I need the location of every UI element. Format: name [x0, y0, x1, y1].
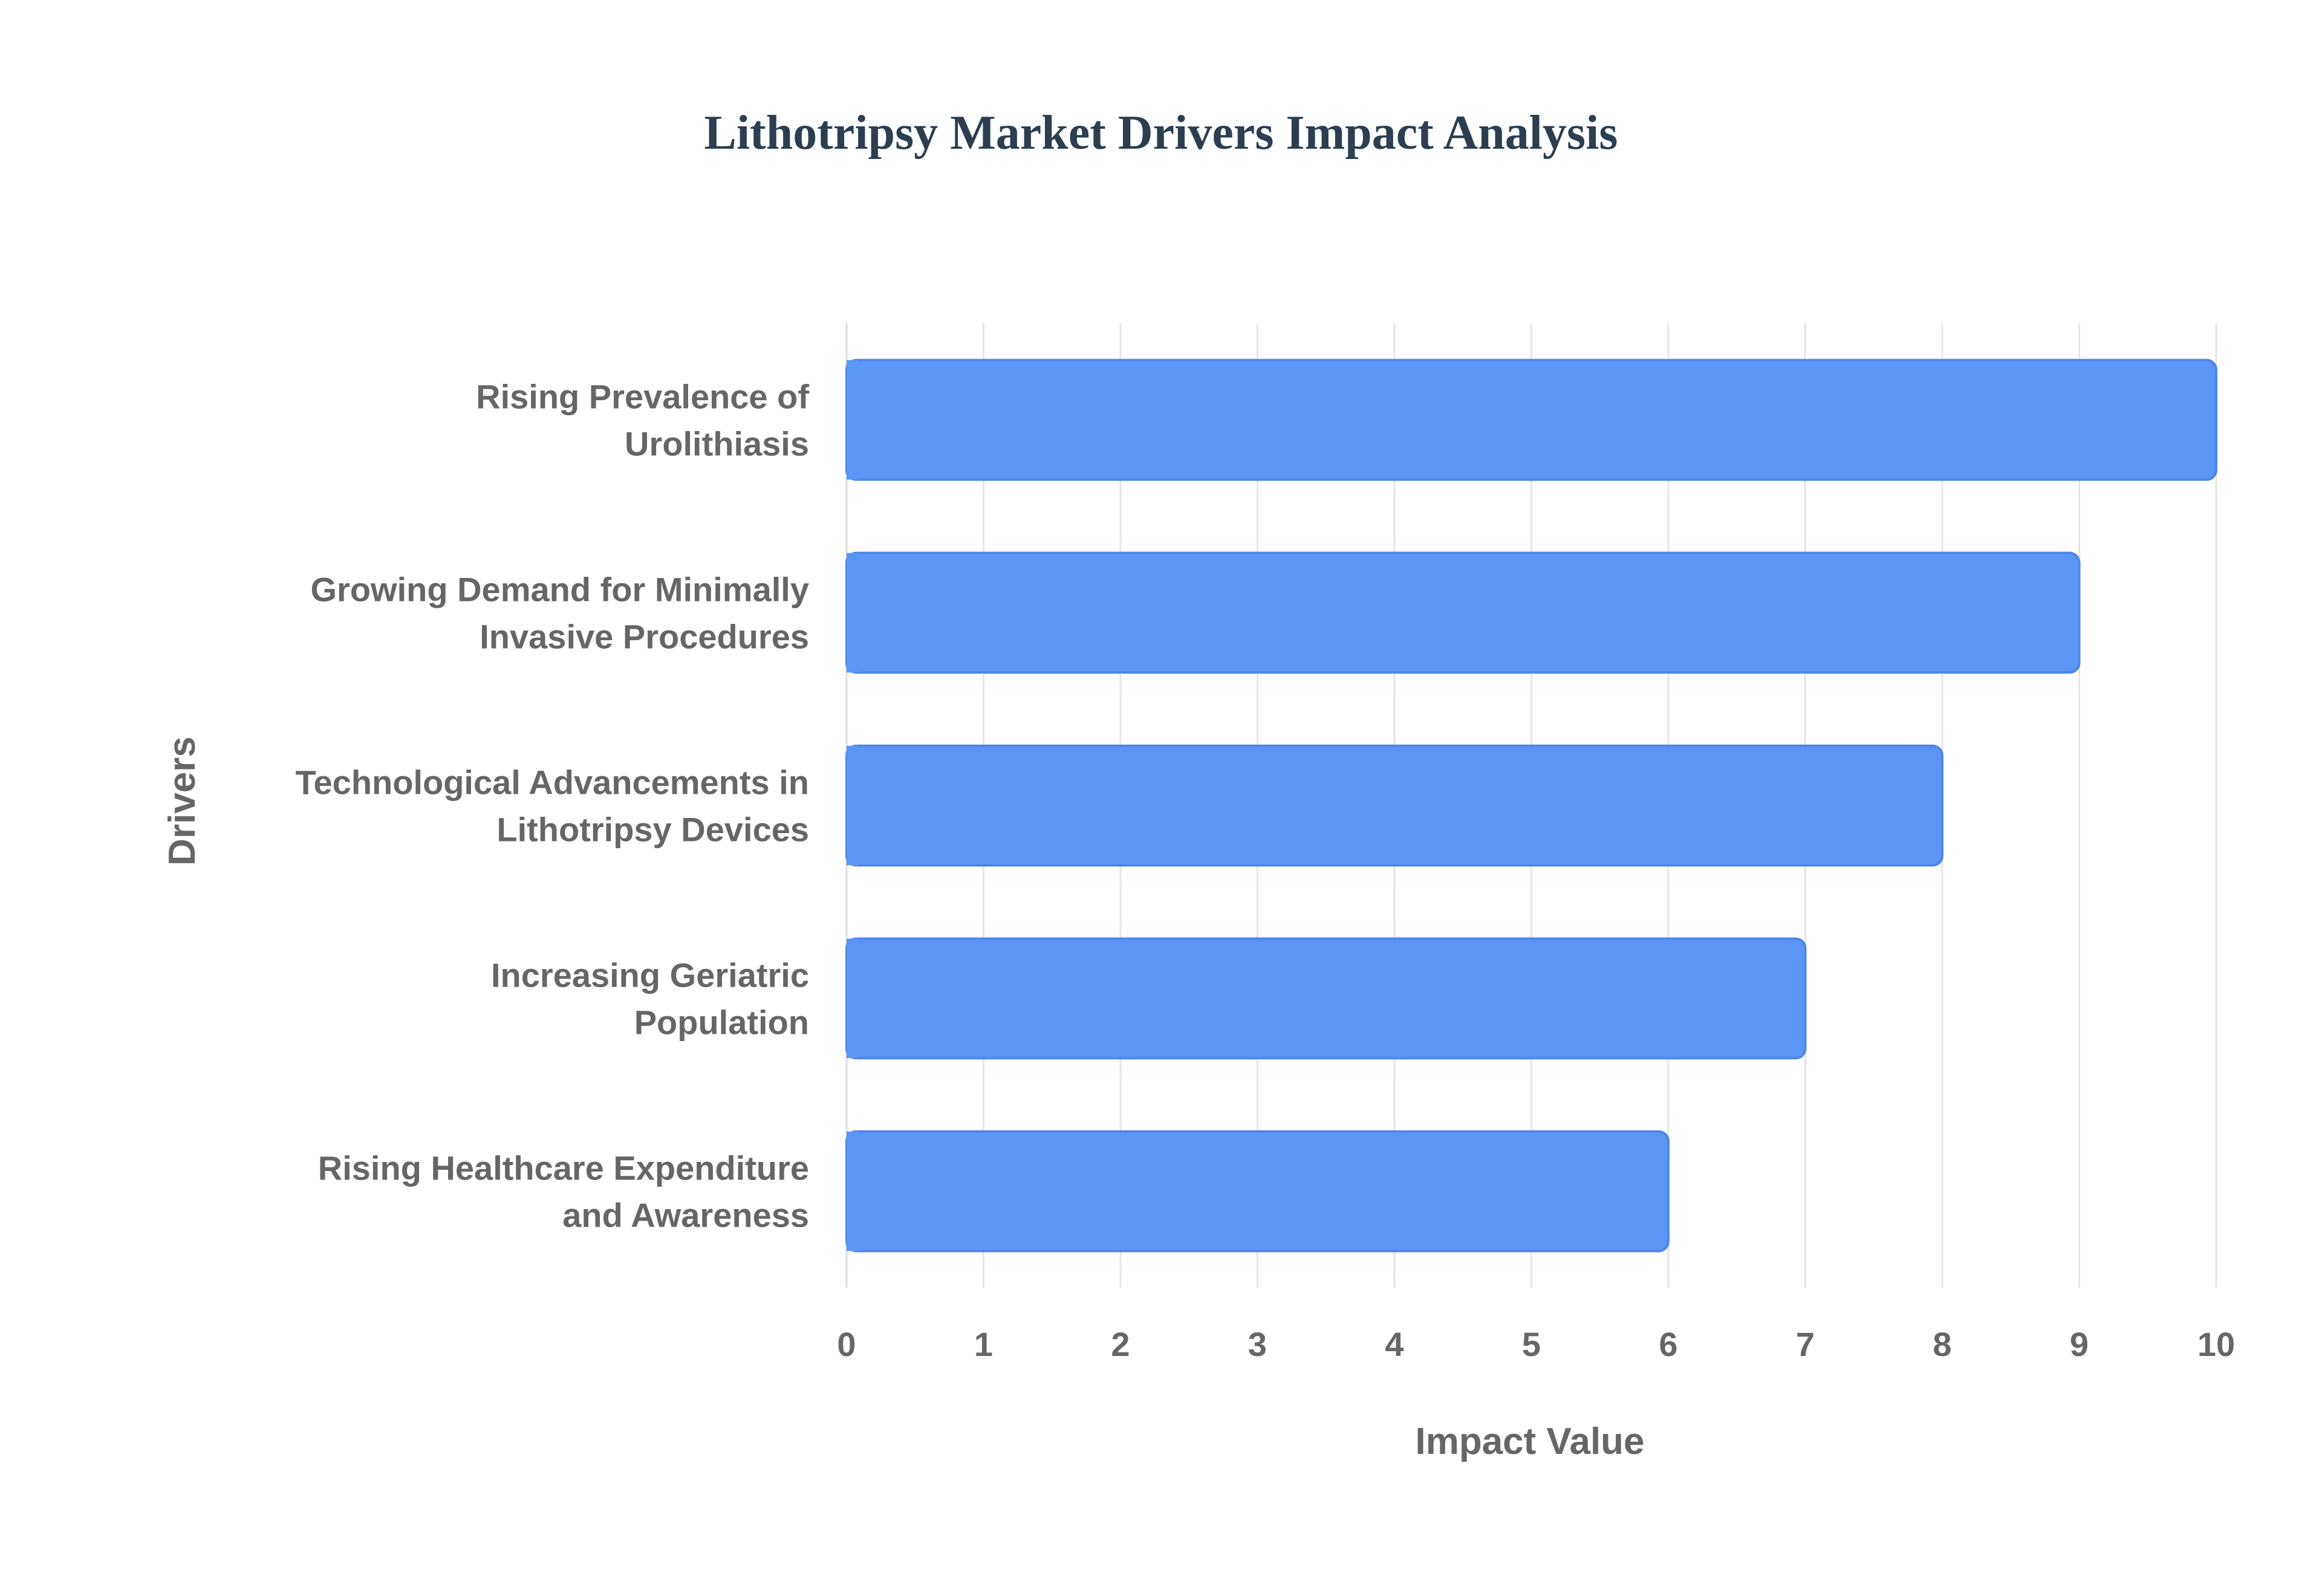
category-labels: Rising Prevalence of Urolithiasis Growing …	[295, 378, 809, 1234]
bar	[845, 358, 2217, 481]
x-tick-label: 9	[2070, 1325, 2089, 1363]
category-label: Invasive Procedures	[480, 618, 809, 656]
x-tick-label: 5	[1522, 1325, 1541, 1363]
bar	[845, 937, 1807, 1060]
chart-title: Lithotripsy Market Drivers Impact Analys…	[704, 106, 1618, 160]
category-label: Technological Advancements in	[295, 764, 809, 802]
x-tick-label: 2	[1111, 1325, 1130, 1363]
category-label: and Awareness	[562, 1196, 809, 1234]
bar	[845, 1130, 1670, 1253]
x-tick-label: 0	[837, 1325, 856, 1363]
bar-left-edge	[847, 360, 859, 480]
category-label: Urolithiasis	[625, 425, 809, 463]
bar-left-edge	[847, 745, 859, 866]
x-tick-label: 8	[1933, 1325, 1951, 1363]
bar-left-edge	[847, 938, 859, 1059]
category-label: Growing Demand for Minimally	[310, 571, 809, 609]
x-axis-title: Impact Value	[1415, 1421, 1644, 1462]
bar-layer	[845, 358, 2217, 1253]
category-label: Lithotripsy Devices	[496, 811, 809, 849]
x-tick-label: 3	[1248, 1325, 1267, 1363]
x-tick-label: 4	[1385, 1325, 1403, 1363]
bar-left-edge	[847, 553, 859, 673]
bar	[845, 744, 1943, 867]
bar	[845, 551, 2081, 674]
x-tick-label: 6	[1659, 1325, 1677, 1363]
x-tick-labels: 0 1 2 3 4 5 6 7 8 9 10	[837, 1325, 2235, 1363]
category-label: Rising Prevalence of	[476, 378, 809, 416]
category-label: Population	[634, 1004, 809, 1042]
x-tick-label: 1	[974, 1325, 993, 1363]
category-label: Increasing Geriatric	[491, 956, 809, 994]
y-axis-title: Drivers	[161, 736, 203, 866]
category-label: Rising Healthcare Expenditure	[318, 1149, 809, 1187]
x-tick-label: 10	[2197, 1325, 2235, 1363]
x-tick-label: 7	[1796, 1325, 1815, 1363]
bar-left-edge	[847, 1131, 859, 1251]
